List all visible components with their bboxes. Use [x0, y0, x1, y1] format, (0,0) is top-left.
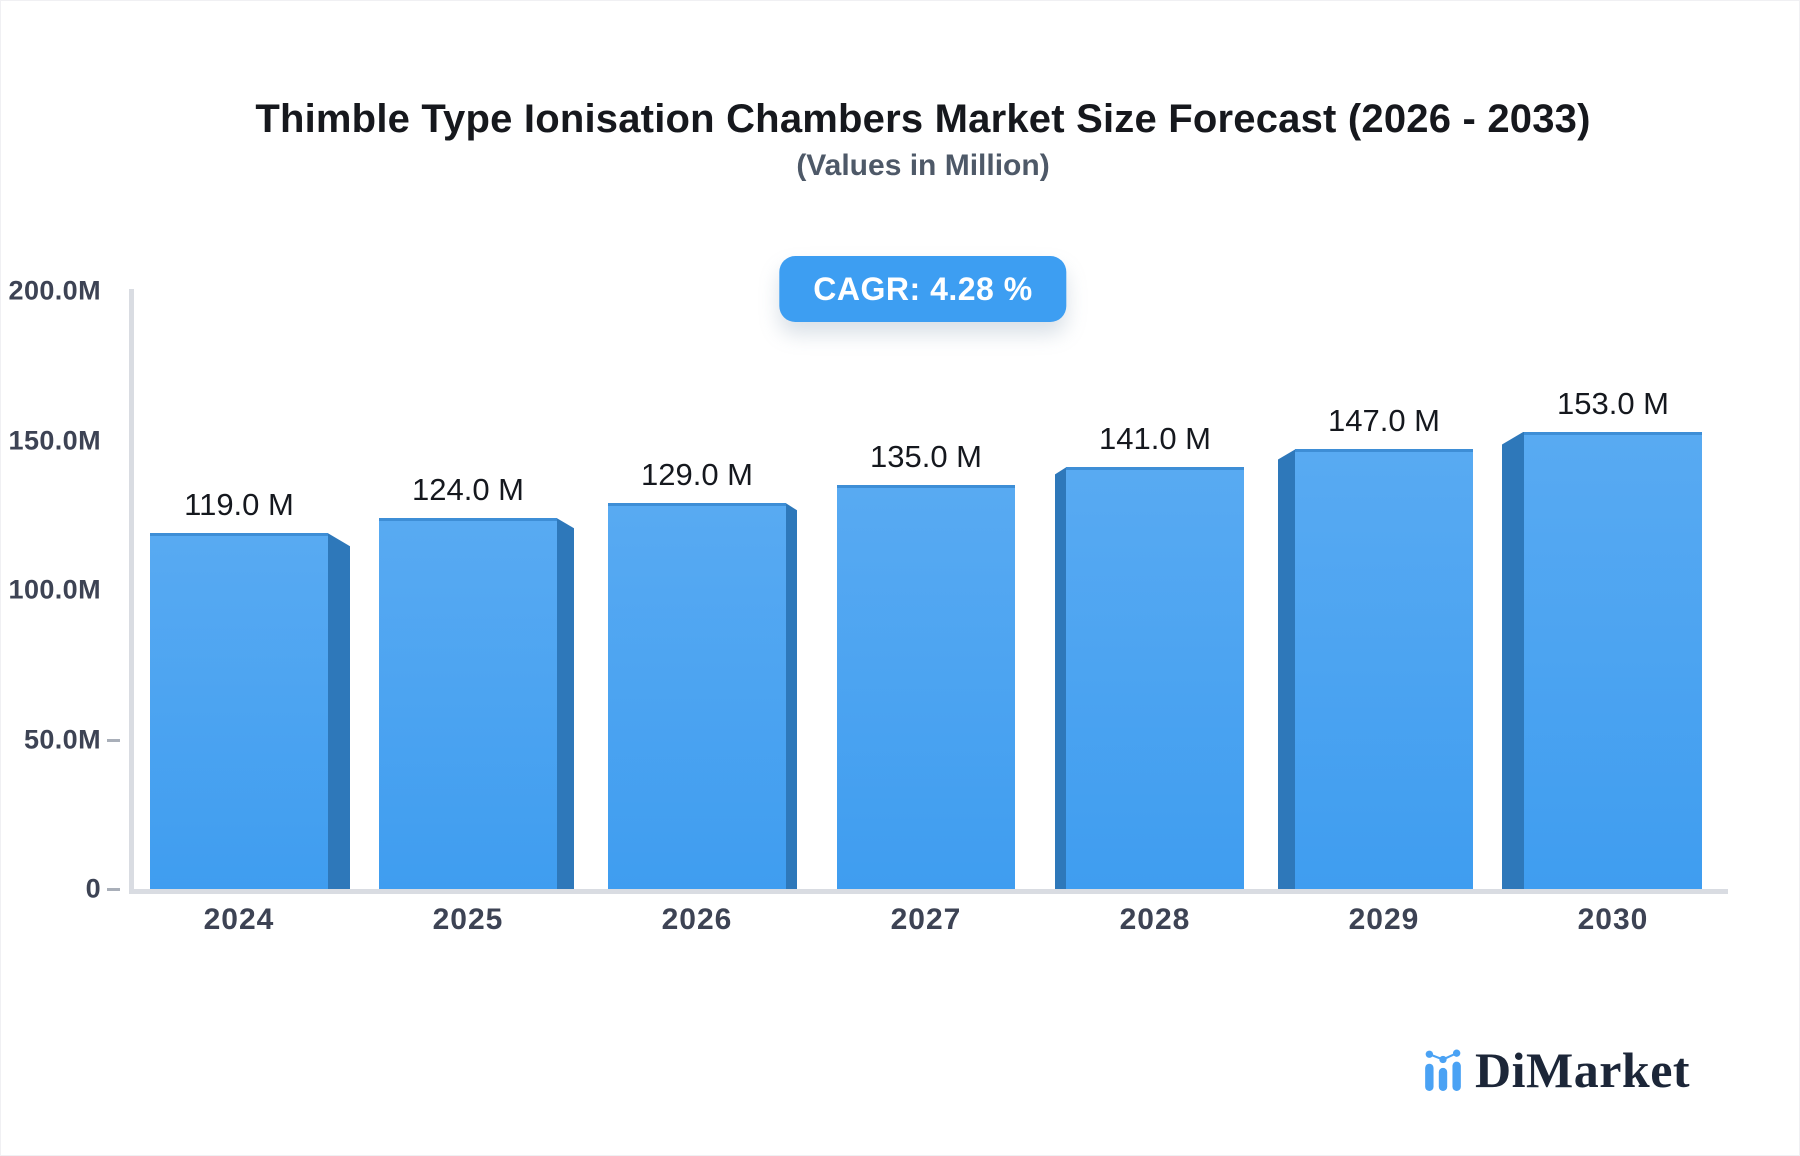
- y-axis-tick-label: 150.0M: [8, 425, 101, 455]
- bar-value-label: 147.0 M: [1327, 403, 1440, 439]
- dimarket-logo-text: DiMarket: [1475, 1042, 1691, 1098]
- bar-value-label: 153.0 M: [1556, 385, 1669, 421]
- x-axis-tick-label: 2026: [661, 903, 733, 936]
- bar-2029: [1295, 449, 1473, 889]
- bar-side-face-2024: [328, 533, 350, 889]
- x-axis-tick-label: 2027: [890, 903, 962, 936]
- x-axis-line: [129, 889, 1728, 894]
- bar-2027: [837, 485, 1015, 889]
- y-axis-tick-label: 50.0M: [23, 724, 101, 754]
- bar-side-face-2026: [786, 503, 797, 889]
- y-axis-tick-mark: [107, 738, 120, 742]
- bar-value-label: 119.0 M: [184, 487, 294, 523]
- x-axis-tick-label: 2028: [1119, 903, 1191, 936]
- bar-2026: [608, 503, 786, 889]
- bar-2028: [1066, 467, 1244, 889]
- y-axis-tick-label: 100.0M: [8, 574, 101, 605]
- bar-value-label: 141.0 M: [1098, 421, 1211, 457]
- y-axis-tick-label: 200.0M: [8, 275, 101, 306]
- bar-side-face-2030: [1502, 431, 1524, 889]
- x-axis-tick-label: 2025: [432, 903, 504, 936]
- x-axis-tick-label: 2029: [1348, 903, 1420, 936]
- bar-value-label: 135.0 M: [869, 439, 982, 475]
- bar-value-label: 124.0 M: [411, 472, 524, 508]
- bar-side-face-2025: [557, 518, 574, 889]
- cagr-badge: CAGR: 4.28 %: [779, 256, 1067, 322]
- bar-2024: [150, 533, 328, 889]
- y-axis-tick-label: 0: [85, 873, 101, 904]
- y-axis-line: [129, 289, 134, 892]
- x-axis-tick-label: 2030: [1577, 903, 1649, 936]
- bar-side-face-2029: [1278, 449, 1295, 889]
- bar-2030: [1524, 431, 1702, 889]
- dimarket-logo: DiMarket: [1425, 1041, 1690, 1099]
- bar-value-label: 129.0 M: [640, 457, 753, 493]
- bar-2025: [379, 518, 557, 889]
- chart-subtitle: (Values in Million): [796, 149, 1050, 182]
- chart-title: Thimble Type Ionisation Chambers Market …: [255, 97, 1591, 141]
- bar-side-face-2028: [1055, 467, 1066, 889]
- y-axis-tick-mark: [107, 888, 120, 891]
- dimarket-logo-icon: [1425, 1049, 1461, 1091]
- x-axis-tick-label: 2024: [203, 903, 275, 936]
